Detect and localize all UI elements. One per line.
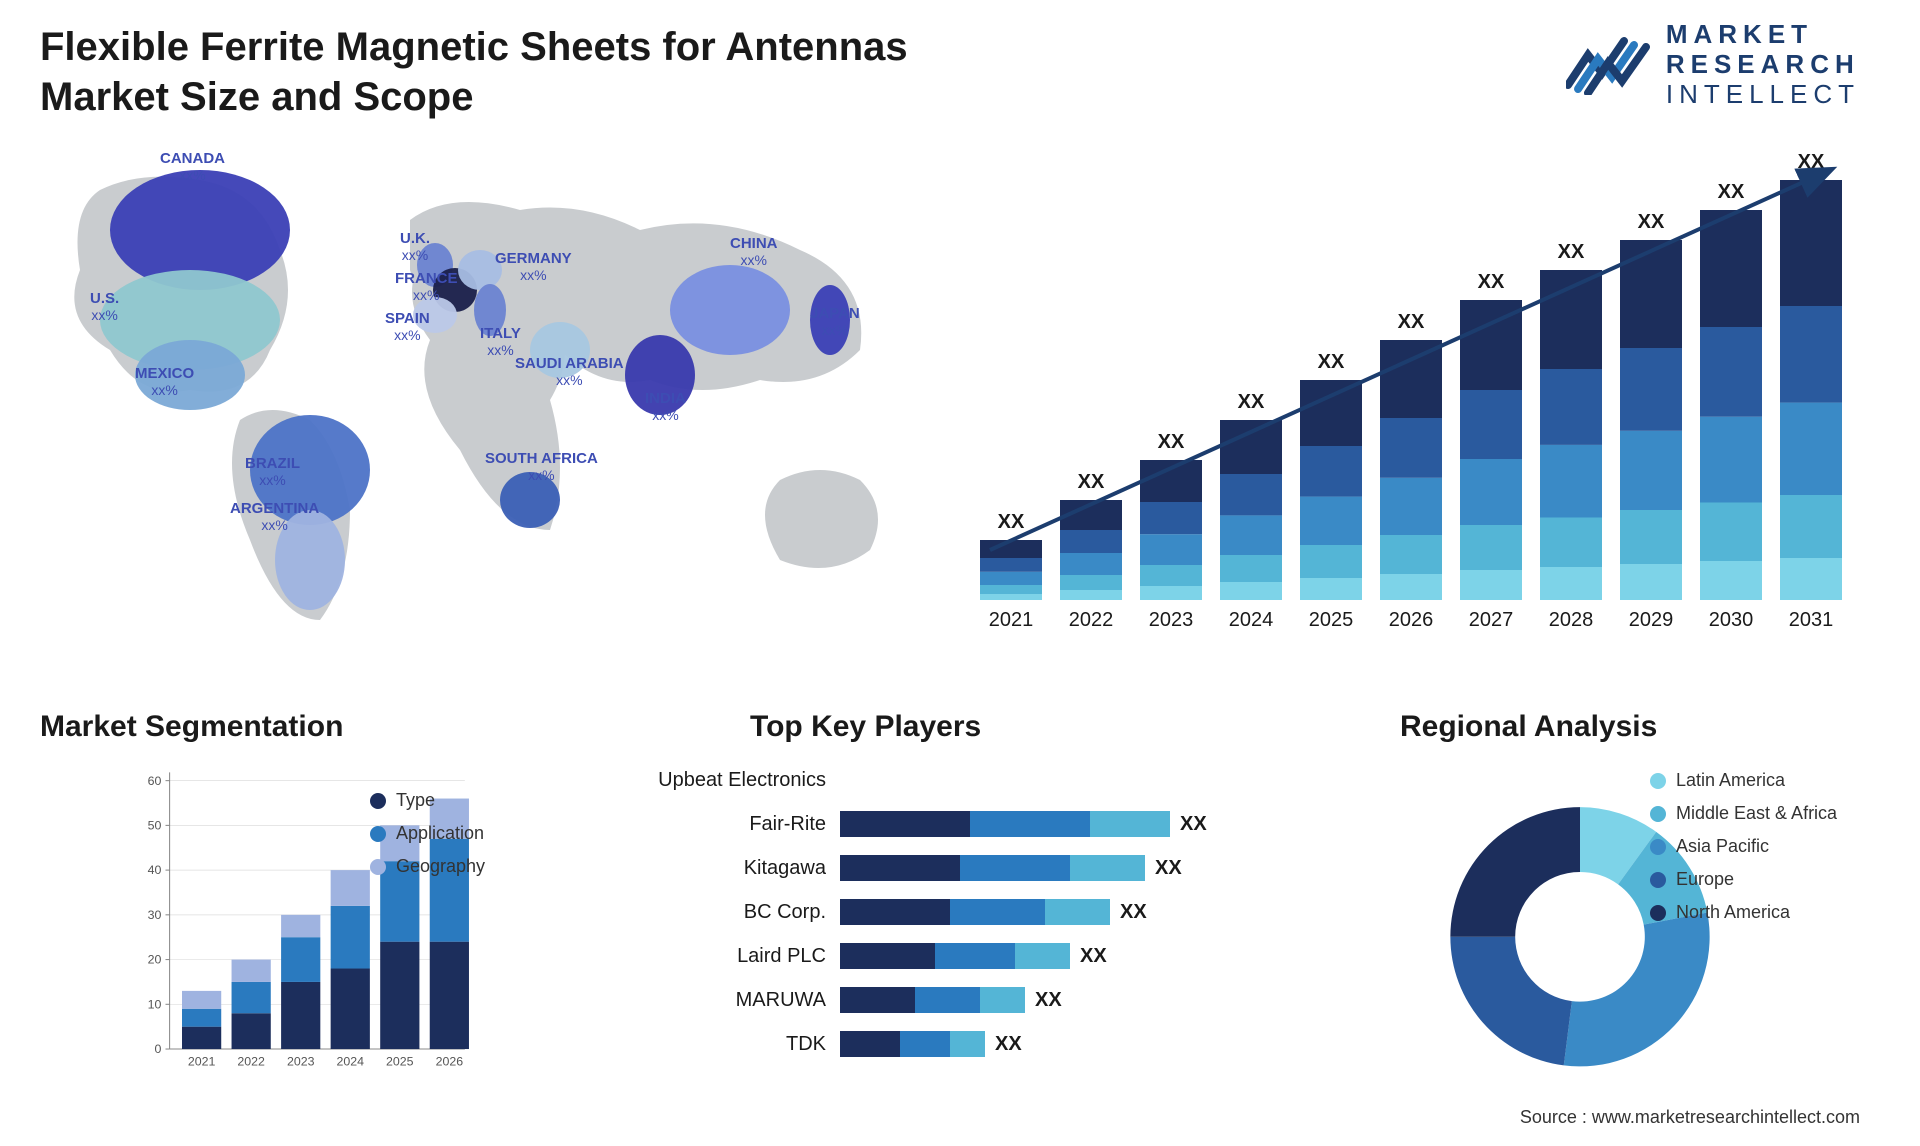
player-label: Upbeat Electronics <box>630 769 840 792</box>
player-row: Upbeat Electronics <box>630 760 1270 800</box>
source-text: Source : www.marketresearchintellect.com <box>1520 1107 1860 1128</box>
svg-text:2025: 2025 <box>1309 609 1354 631</box>
svg-text:2026: 2026 <box>1389 609 1434 631</box>
player-label: Fair-Rite <box>630 813 840 836</box>
player-label: Kitagawa <box>630 857 840 880</box>
player-label: TDK <box>630 1033 840 1056</box>
key-players-title: Top Key Players <box>750 710 981 744</box>
svg-text:2031: 2031 <box>1789 609 1834 631</box>
growth-chart: XX 2021 XX 2022 XX 2023 XX 2024 XX 2025 XX 2026 XX 20… <box>960 160 1860 630</box>
map-label: SPAINxx% <box>385 310 430 343</box>
svg-text:40: 40 <box>148 863 162 877</box>
svg-text:2021: 2021 <box>989 609 1034 631</box>
player-value: XX <box>1035 989 1062 1012</box>
player-value: XX <box>1155 857 1182 880</box>
legend-item: North America <box>1650 902 1860 923</box>
logo-text: MARKET RESEARCH INTELLECT <box>1666 20 1860 110</box>
player-value: XX <box>1080 945 1107 968</box>
map-label: INDIAxx% <box>645 390 686 423</box>
svg-text:2025: 2025 <box>386 1055 414 1069</box>
svg-text:2023: 2023 <box>1149 609 1194 631</box>
logo-mark-icon <box>1566 35 1652 95</box>
map-label: BRAZILxx% <box>245 455 300 488</box>
legend-item: Geography <box>370 856 570 877</box>
svg-text:XX: XX <box>1078 471 1105 493</box>
legend-item: Europe <box>1650 869 1860 890</box>
map-label: SOUTH AFRICAxx% <box>485 450 598 483</box>
svg-text:XX: XX <box>998 511 1025 533</box>
player-row: MARUWA XX <box>630 980 1270 1020</box>
svg-text:XX: XX <box>1478 271 1505 293</box>
svg-text:2030: 2030 <box>1709 609 1754 631</box>
player-row: TDK XX <box>630 1024 1270 1064</box>
svg-text:2028: 2028 <box>1549 609 1594 631</box>
world-map-svg <box>40 150 920 670</box>
page-title: Flexible Ferrite Magnetic Sheets for Ant… <box>40 22 1040 122</box>
svg-text:0: 0 <box>154 1042 161 1056</box>
player-label: MARUWA <box>630 989 840 1012</box>
segmentation-legend: Type Application Geography <box>370 790 570 889</box>
svg-text:XX: XX <box>1398 311 1425 333</box>
player-value: XX <box>1120 901 1147 924</box>
map-label: SAUDI ARABIAxx% <box>515 355 624 388</box>
svg-text:XX: XX <box>1798 151 1825 173</box>
map-label: JAPANxx% <box>810 305 860 338</box>
svg-text:2023: 2023 <box>287 1055 315 1069</box>
map-label: ITALYxx% <box>480 325 521 358</box>
svg-text:XX: XX <box>1158 431 1185 453</box>
svg-text:60: 60 <box>148 774 162 788</box>
svg-text:2027: 2027 <box>1469 609 1514 631</box>
map-label: GERMANYxx% <box>495 250 572 283</box>
svg-text:XX: XX <box>1638 211 1665 233</box>
legend-item: Latin America <box>1650 770 1860 791</box>
svg-text:2024: 2024 <box>336 1055 364 1069</box>
player-value: XX <box>1180 813 1207 836</box>
key-players-chart: Upbeat ElectronicsFair-RiteXXKitagawaXXB… <box>630 760 1270 1090</box>
svg-text:XX: XX <box>1318 351 1345 373</box>
brand-logo: MARKET RESEARCH INTELLECT <box>1566 20 1860 110</box>
player-value: XX <box>995 1033 1022 1056</box>
legend-item: Middle East & Africa <box>1650 803 1860 824</box>
map-label: U.S.xx% <box>90 290 119 323</box>
world-map: CANADAxx% U.S.xx% MEXICOxx% BRAZILxx% ARGENT… <box>40 150 920 670</box>
player-row: Kitagawa XX <box>630 848 1270 888</box>
map-label: U.K.xx% <box>400 230 430 263</box>
player-label: BC Corp. <box>630 901 840 924</box>
map-label: MEXICOxx% <box>135 365 194 398</box>
map-label: ARGENTINAxx% <box>230 500 319 533</box>
player-label: Laird PLC <box>630 945 840 968</box>
segmentation-title: Market Segmentation <box>40 710 343 744</box>
regional-title: Regional Analysis <box>1400 710 1657 744</box>
svg-text:XX: XX <box>1558 241 1585 263</box>
svg-text:2024: 2024 <box>1229 609 1274 631</box>
svg-text:50: 50 <box>148 819 162 833</box>
map-label: CHINAxx% <box>730 235 778 268</box>
player-row: Fair-Rite XX <box>630 804 1270 844</box>
svg-text:XX: XX <box>1238 391 1265 413</box>
svg-text:10: 10 <box>148 997 162 1011</box>
svg-text:20: 20 <box>148 953 162 967</box>
legend-item: Application <box>370 823 570 844</box>
svg-text:2022: 2022 <box>237 1055 265 1069</box>
svg-text:XX: XX <box>1718 181 1745 203</box>
svg-text:30: 30 <box>148 908 162 922</box>
svg-text:2021: 2021 <box>188 1055 216 1069</box>
legend-item: Asia Pacific <box>1650 836 1860 857</box>
svg-text:2022: 2022 <box>1069 609 1114 631</box>
svg-text:2026: 2026 <box>436 1055 464 1069</box>
player-row: Laird PLC XX <box>630 936 1270 976</box>
player-row: BC Corp. XX <box>630 892 1270 932</box>
svg-text:2029: 2029 <box>1629 609 1674 631</box>
regional-legend: Latin America Middle East & Africa Asia Pa… <box>1650 770 1860 935</box>
growth-chart-svg: XX 2021 XX 2022 XX 2023 XX 2024 XX 2025 XX 2026 XX 20… <box>960 160 1860 630</box>
map-label: FRANCExx% <box>395 270 458 303</box>
legend-item: Type <box>370 790 570 811</box>
map-label: CANADAxx% <box>160 150 225 183</box>
